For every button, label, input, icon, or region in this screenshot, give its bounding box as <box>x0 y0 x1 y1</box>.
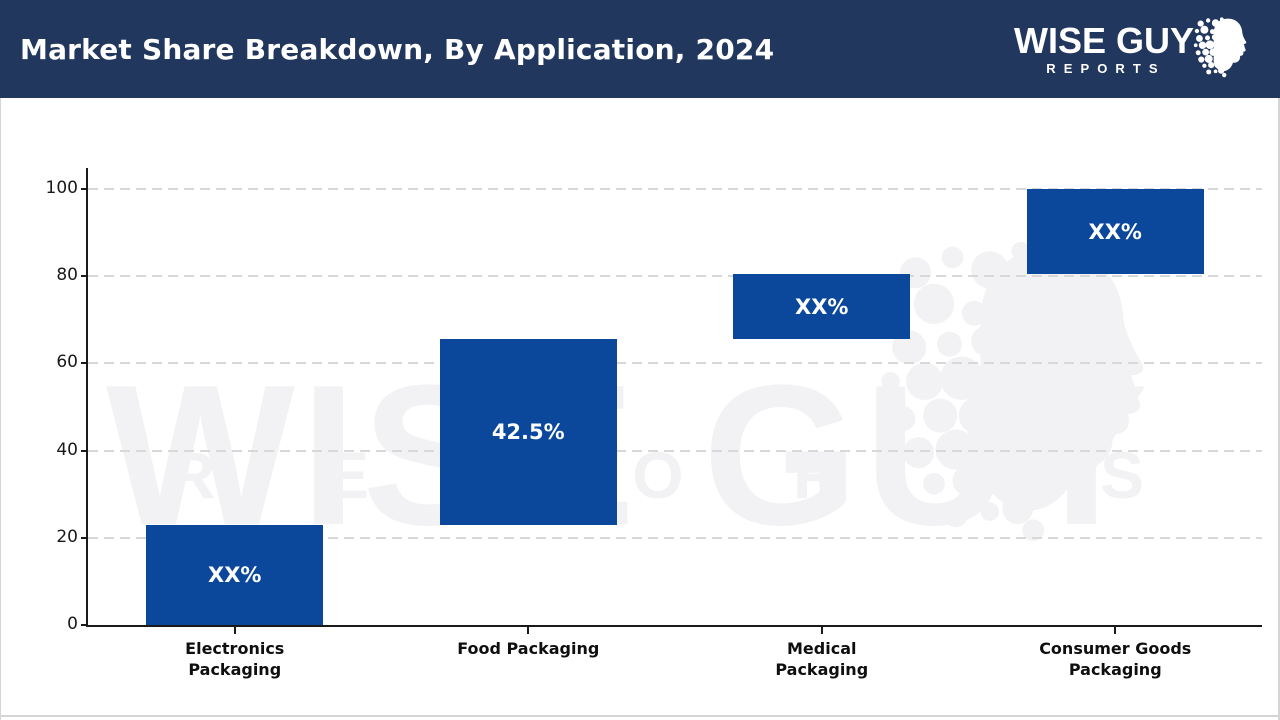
ytick-label: 80 <box>56 265 78 286</box>
xtick-mark <box>820 627 823 634</box>
category-label: Food Packaging <box>457 639 600 658</box>
y-axis <box>86 168 88 627</box>
ytick-label: 100 <box>45 178 78 198</box>
waterfall-chart: 0 20 40 60 80 100 XX% Electronics Packaging 42.5… <box>0 98 1280 720</box>
gridline-y80 <box>88 275 1262 278</box>
ytick-label: 40 <box>56 439 78 460</box>
bar-value-label: XX% <box>208 562 262 587</box>
logo-wordmark: WISE GUY <box>1013 20 1194 61</box>
ytick-label: 20 <box>56 526 78 547</box>
gridline-y100 <box>88 188 1262 190</box>
category-label: Electronics Packaging <box>185 639 285 679</box>
ytick-mark <box>81 275 88 278</box>
ytick-label: 60 <box>56 352 78 373</box>
ytick-mark <box>81 449 88 452</box>
xtick-mark <box>233 627 236 634</box>
ytick-mark <box>81 188 88 190</box>
ytick-mark <box>81 536 88 539</box>
wiseguy-logo: WISE GUY REPORTS <box>1014 14 1254 84</box>
gridline-y40 <box>88 449 1262 452</box>
chart-container: WISE GUY R E P O R T S 0 20 40 60 80 100 XX% El… <box>0 98 1280 720</box>
bar-value-label: XX% <box>1088 219 1142 244</box>
bar-value-label: 42.5% <box>491 420 565 445</box>
bar-segment: XX% <box>1026 189 1204 275</box>
category-label: Consumer Goods Packaging <box>1039 639 1192 679</box>
bar-value-label: XX% <box>795 294 849 319</box>
header: Market Share Breakdown, By Application, … <box>0 0 1280 98</box>
bar-segment: 42.5% <box>439 339 617 525</box>
ytick-mark <box>81 362 88 365</box>
left-border <box>0 98 1 720</box>
xtick-mark <box>527 627 530 634</box>
gridline-y60 <box>88 362 1262 365</box>
wiseguy-head-icon <box>1193 17 1247 78</box>
ytick-mark <box>81 624 88 626</box>
bar-segment: XX% <box>146 524 324 625</box>
ytick-label: 0 <box>67 614 78 634</box>
gridline-y20 <box>88 536 1262 539</box>
x-axis <box>86 625 1262 627</box>
watermark: WISE GUY R E P O R T S <box>0 98 1280 720</box>
logo-subtext: REPORTS <box>1046 61 1166 76</box>
category-label: Medical Packaging <box>775 639 869 679</box>
bottom-border <box>0 715 1280 717</box>
right-border <box>1278 98 1280 720</box>
bar-segment: XX% <box>733 274 911 340</box>
xtick-mark <box>1114 627 1117 634</box>
page-title: Market Share Breakdown, By Application, … <box>20 32 775 66</box>
